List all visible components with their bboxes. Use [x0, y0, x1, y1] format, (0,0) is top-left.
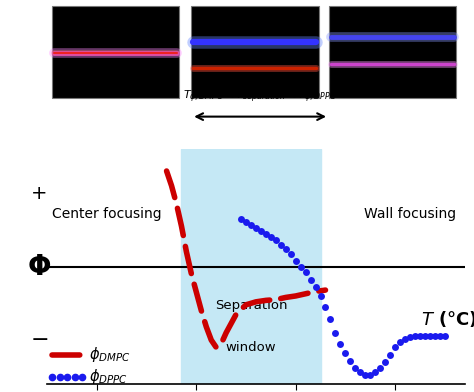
Bar [191, 6, 319, 98]
Text: Center focusing: Center focusing [52, 207, 162, 221]
Text: +: + [31, 183, 48, 203]
Bar [329, 6, 456, 98]
Text: $T_{\phi,DMPC}< T_{separation}< T_{\phi,DPPC}$: $T_{\phi,DMPC}< T_{separation}< T_{\phi,… [183, 89, 337, 105]
Text: −: − [30, 330, 49, 350]
Text: $\phi_{DMPC}$: $\phi_{DMPC}$ [89, 345, 131, 364]
Text: Separation

window: Separation window [215, 299, 287, 354]
Text: Wall focusing: Wall focusing [364, 207, 456, 221]
Text: $\boldsymbol{\Phi}$: $\boldsymbol{\Phi}$ [27, 252, 52, 281]
Bar [182, 149, 320, 384]
Bar [52, 6, 179, 98]
Text: $\phi_{DPPC}$: $\phi_{DPPC}$ [89, 367, 128, 386]
Text: $\mathit{T}$ (°C): $\mathit{T}$ (°C) [421, 309, 474, 330]
